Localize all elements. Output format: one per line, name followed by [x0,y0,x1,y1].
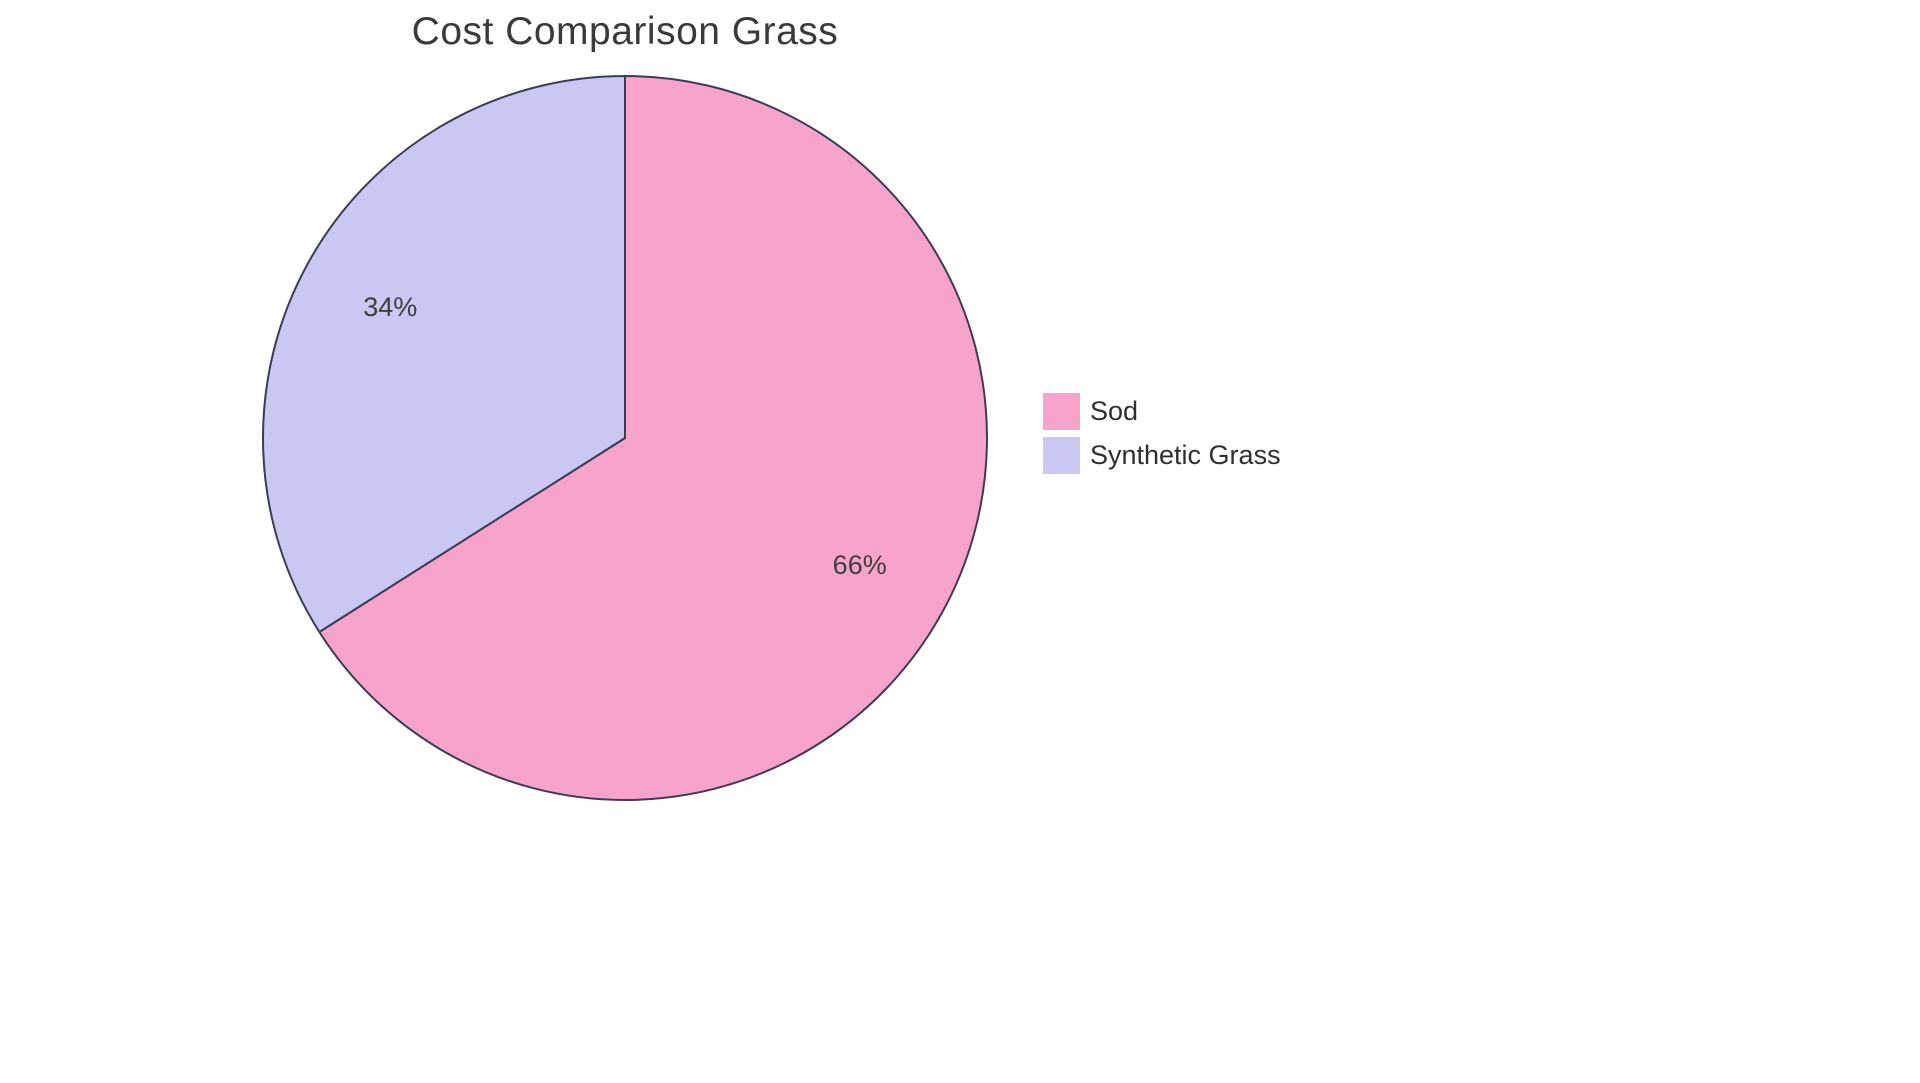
legend: Sod Synthetic Grass [1043,393,1281,474]
legend-swatch [1043,393,1080,430]
legend-label: Sod [1090,396,1139,426]
pie-slice-sod [318,75,988,801]
legend-label: Synthetic Grass [1090,440,1281,470]
legend-item: Sod [1043,393,1281,430]
legend-item: Synthetic Grass [1043,437,1281,474]
pie-slice-synthetic-grass [261,75,626,633]
legend-swatch [1043,437,1080,474]
chart-title: Cost Comparison Grass [411,10,839,53]
slice-percent-label: 66% [833,550,887,580]
slice-percent-label: 34% [363,292,417,322]
